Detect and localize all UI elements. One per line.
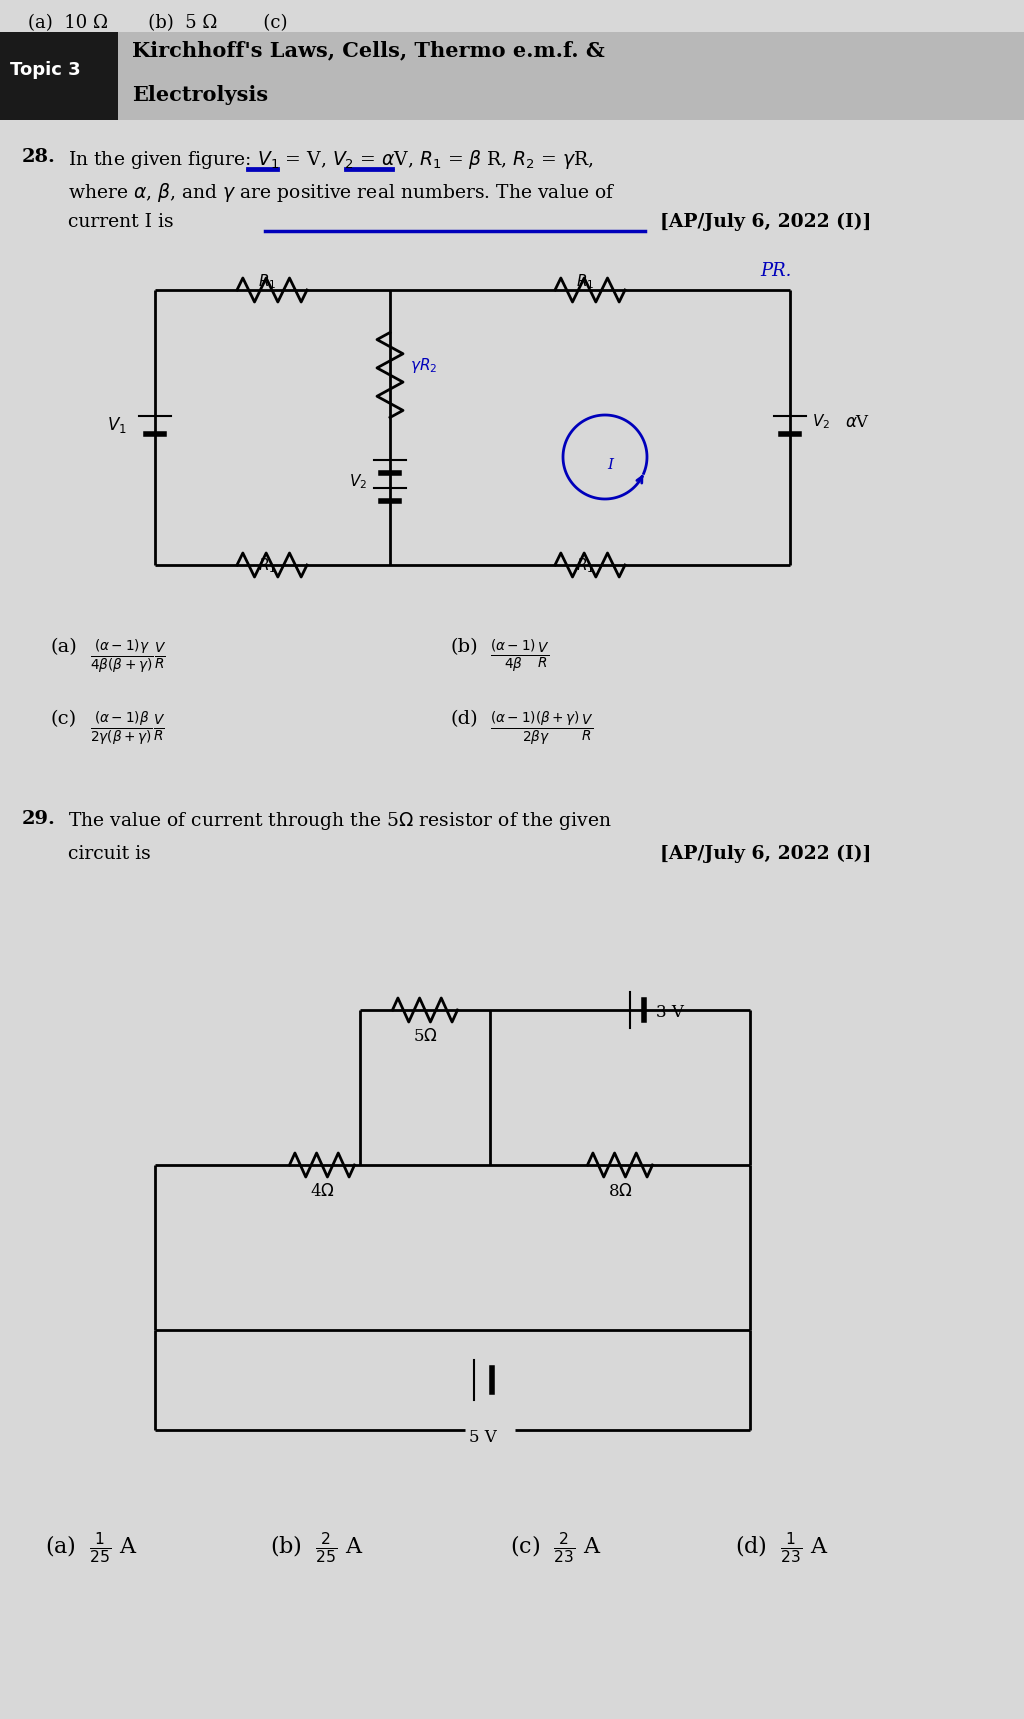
Text: (b)  $\frac{2}{25}$ A: (b) $\frac{2}{25}$ A xyxy=(270,1530,364,1564)
Text: [AP/July 6, 2022 (I)]: [AP/July 6, 2022 (I)] xyxy=(660,213,871,232)
Text: (d)  $\frac{1}{23}$ A: (d) $\frac{1}{23}$ A xyxy=(735,1530,828,1564)
Text: current I is: current I is xyxy=(68,213,174,230)
Text: $R_1$: $R_1$ xyxy=(258,557,276,574)
Text: 4$\Omega$: 4$\Omega$ xyxy=(309,1183,335,1200)
Text: 28.: 28. xyxy=(22,148,56,167)
Text: (b): (b) xyxy=(450,638,477,657)
Text: $\frac{(\alpha-1)\gamma}{4\beta(\beta+\gamma)}\frac{V}{R}$: $\frac{(\alpha-1)\gamma}{4\beta(\beta+\g… xyxy=(90,638,166,676)
Text: In the given figure: $V_1$ = V, $V_2$ = $\alpha$V, $R_1$ = $\beta$ R, $R_2$ = $\: In the given figure: $V_1$ = V, $V_2$ = … xyxy=(68,148,594,170)
Text: $\alpha$V: $\alpha$V xyxy=(845,414,870,430)
Text: $R_1$: $R_1$ xyxy=(575,557,594,574)
Text: (a): (a) xyxy=(50,638,77,657)
Bar xyxy=(0,33,118,120)
Text: $\frac{(\alpha-1)\beta}{2\gamma(\beta+\gamma)}\frac{V}{R}$: $\frac{(\alpha-1)\beta}{2\gamma(\beta+\g… xyxy=(90,710,166,748)
Text: (c)  $\frac{2}{23}$ A: (c) $\frac{2}{23}$ A xyxy=(510,1530,602,1564)
Text: where $\alpha$, $\beta$, and $\gamma$ are positive real numbers. The value of: where $\alpha$, $\beta$, and $\gamma$ ar… xyxy=(68,180,615,205)
Text: Kirchhoff's Laws, Cells, Thermo e.m.f. &: Kirchhoff's Laws, Cells, Thermo e.m.f. & xyxy=(132,40,605,60)
Bar xyxy=(118,33,1024,120)
Text: 29.: 29. xyxy=(22,810,56,829)
Text: The value of current through the 5$\Omega$ resistor of the given: The value of current through the 5$\Omeg… xyxy=(68,810,612,832)
Text: 8$\Omega$: 8$\Omega$ xyxy=(607,1183,633,1200)
Text: (a)  $\frac{1}{25}$ A: (a) $\frac{1}{25}$ A xyxy=(45,1530,137,1564)
Text: $V_2$: $V_2$ xyxy=(812,413,830,431)
Text: $R_1$: $R_1$ xyxy=(258,272,276,291)
Text: [AP/July 6, 2022 (I)]: [AP/July 6, 2022 (I)] xyxy=(660,846,871,863)
Text: 5 V: 5 V xyxy=(469,1428,497,1446)
Text: $\frac{(\alpha-1)(\beta+\gamma)}{2\beta\gamma}\frac{V}{R}$: $\frac{(\alpha-1)(\beta+\gamma)}{2\beta\… xyxy=(490,710,594,748)
Text: (d): (d) xyxy=(450,710,477,729)
Text: $V_1$: $V_1$ xyxy=(108,414,127,435)
Text: $V_2$: $V_2$ xyxy=(349,473,367,492)
Text: Electrolysis: Electrolysis xyxy=(132,84,268,105)
Text: $\frac{(\alpha-1)}{4\beta}\frac{V}{R}$: $\frac{(\alpha-1)}{4\beta}\frac{V}{R}$ xyxy=(490,638,550,676)
Text: Topic 3: Topic 3 xyxy=(10,60,81,79)
Text: circuit is: circuit is xyxy=(68,846,151,863)
Text: $\gamma R_2$: $\gamma R_2$ xyxy=(410,356,437,375)
Text: I: I xyxy=(607,457,613,473)
Text: 3 V: 3 V xyxy=(656,1004,684,1021)
Text: PR.: PR. xyxy=(760,261,792,280)
Text: (c): (c) xyxy=(50,710,76,729)
Text: (a)  10 Ω       (b)  5 Ω        (c): (a) 10 Ω (b) 5 Ω (c) xyxy=(28,14,288,33)
Text: 5$\Omega$: 5$\Omega$ xyxy=(413,1028,437,1045)
Text: $R_1$: $R_1$ xyxy=(575,272,594,291)
